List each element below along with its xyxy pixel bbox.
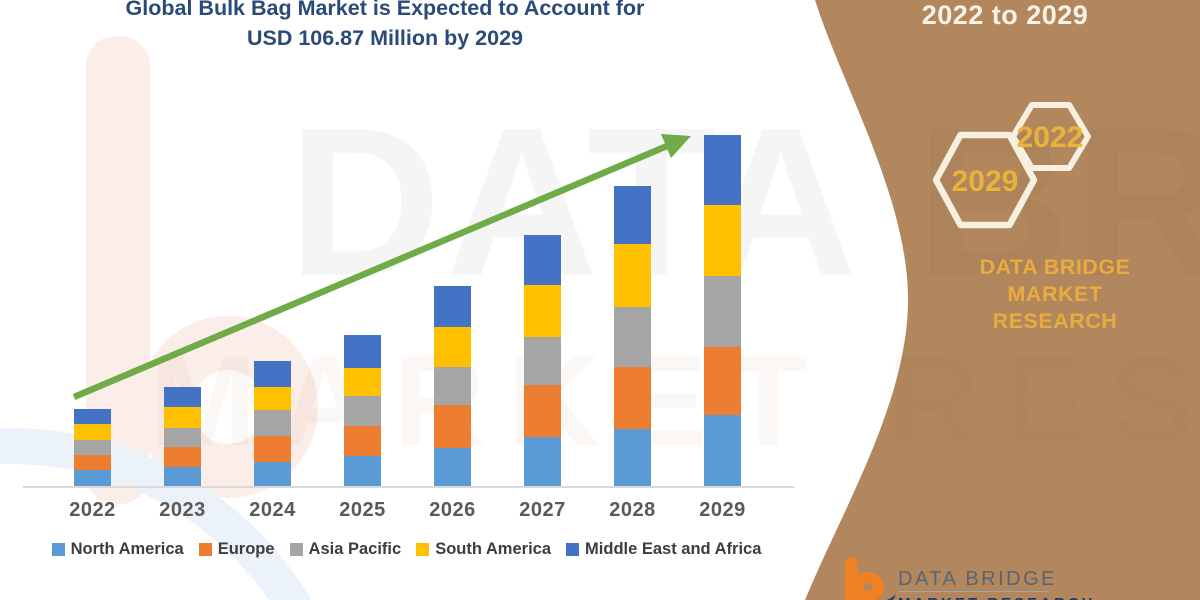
bar-segment-2028-middle-east-and-africa <box>614 186 651 244</box>
bar-segment-2029-middle-east-and-africa <box>704 134 741 206</box>
bar-segment-2025-europe <box>344 426 381 457</box>
legend-swatch-icon <box>289 543 303 556</box>
bar-segment-2029-europe <box>704 347 741 416</box>
bar-segment-2025-middle-east-and-africa <box>344 335 381 368</box>
bar-segment-2022-north-america <box>74 470 111 487</box>
bar-segment-2029-south-america <box>704 205 741 276</box>
bar-segment-2028-south-america <box>614 243 651 308</box>
bar-segment-2027-middle-east-and-africa <box>524 235 561 286</box>
bar-segment-2023-middle-east-and-africa <box>164 386 201 408</box>
bar-segment-2022-middle-east-and-africa <box>74 409 111 425</box>
stacked-bar-plot: 2022 2023 2024 2025 2026 2027 2028 2029 <box>23 120 794 521</box>
bar-segment-2024-asia-pacific <box>254 409 291 436</box>
legend-item-asia-pacific: Asia Pacific <box>289 540 402 559</box>
legend-label: North America <box>70 540 184 558</box>
bar-segment-2027-south-america <box>524 285 561 337</box>
logo-b-bowl-icon <box>852 572 884 600</box>
chart-legend: North America Europe Asia Pacific South Ame… <box>25 540 788 559</box>
panel-brand-line2: RESEARCH <box>992 309 1118 333</box>
bar-segment-2024-south-america <box>254 386 291 410</box>
bar-segment-2024-north-america <box>254 461 291 487</box>
bar-segment-2025-asia-pacific <box>344 396 381 427</box>
legend-label: South America <box>435 540 552 558</box>
x-axis-label-2022: 2022 <box>69 499 116 521</box>
stacked-bar-2025 <box>344 335 381 487</box>
bar-segment-2026-south-america <box>434 327 471 368</box>
bar-segment-2024-middle-east-and-africa <box>254 360 291 387</box>
bar-segment-2022-europe <box>74 454 111 471</box>
legend-item-europe: Europe <box>198 540 275 559</box>
bar-segment-2029-asia-pacific <box>704 275 741 348</box>
chart-title-line1: Global Bulk Bag Market is Expected to Ac… <box>125 0 645 20</box>
bar-segment-2022-asia-pacific <box>74 439 111 455</box>
legend-swatch-icon <box>416 543 430 556</box>
bar-segment-2023-europe <box>164 446 201 467</box>
bar-segment-2029-north-america <box>704 415 741 487</box>
footer-brand-underline <box>898 591 1048 592</box>
bar-segment-2022-south-america <box>74 424 111 440</box>
bar-segment-2023-south-america <box>164 407 201 429</box>
bar-segment-2023-north-america <box>164 466 201 487</box>
legend-item-middle-east-and-africa: Middle East and Africa <box>566 540 761 559</box>
right-panel-background <box>805 0 1200 600</box>
panel-brand-line1: DATA BRIDGE MARKET <box>979 255 1131 306</box>
bar-segment-2028-europe <box>614 367 651 429</box>
bar-segment-2026-north-america <box>434 448 471 487</box>
stacked-bar-2026 <box>434 286 471 487</box>
x-axis-label-2025: 2025 <box>339 499 386 521</box>
stacked-bar-2027 <box>524 235 561 487</box>
legend-swatch-icon <box>198 543 212 556</box>
stacked-bar-2028 <box>614 186 651 487</box>
stacked-bar-2029 <box>704 134 741 487</box>
x-axis-label-2029: 2029 <box>699 499 746 521</box>
stacked-bar-2024 <box>254 360 291 487</box>
bar-segment-2025-north-america <box>344 456 381 487</box>
bar-segment-2026-asia-pacific <box>434 367 471 406</box>
legend-label: Middle East and Africa <box>585 540 762 558</box>
bar-segment-2025-south-america <box>344 367 381 397</box>
bar-segment-2023-asia-pacific <box>164 428 201 447</box>
bar-segment-2026-middle-east-and-africa <box>434 286 471 328</box>
bar-segment-2028-north-america <box>614 428 651 487</box>
bar-segment-2024-europe <box>254 435 291 462</box>
stacked-bar-2023 <box>164 386 201 487</box>
bar-segment-2027-asia-pacific <box>524 336 561 386</box>
legend-label: Asia Pacific <box>308 540 402 558</box>
stacked-bar-2022 <box>74 409 111 487</box>
panel-brand-text: DATA BRIDGE MARKET RESEARCH <box>930 254 1180 335</box>
footer-brand-subtitle: MARKET RESEARCH <box>898 595 1096 600</box>
bar-segment-2028-asia-pacific <box>614 307 651 368</box>
forecast-period-label: 2022 to 2029 <box>921 0 1089 30</box>
footer-logo: DATA BRIDGE MARKET RESEARCH <box>828 552 1093 600</box>
legend-item-south-america: South America <box>416 540 551 559</box>
bar-segment-2027-europe <box>524 385 561 437</box>
legend-swatch-icon <box>566 543 580 556</box>
x-axis-label-2028: 2028 <box>609 499 656 521</box>
bar-segment-2027-north-america <box>524 436 561 487</box>
footer-brand-name: DATA BRIDGE <box>898 568 1058 590</box>
bar-segment-2026-europe <box>434 405 471 449</box>
legend-label: Europe <box>217 540 275 558</box>
chart-title-line2: USD 106.87 Million by 2029 <box>246 26 524 50</box>
x-axis-label-2027: 2027 <box>519 499 566 521</box>
x-axis-label-2026: 2026 <box>429 499 476 521</box>
x-axis-label-2023: 2023 <box>159 499 206 521</box>
legend-swatch-icon <box>51 543 65 556</box>
legend-item-north-america: North America <box>51 540 184 559</box>
x-axis-label-2024: 2024 <box>249 499 296 521</box>
chart-title: Global Bulk Bag Market is Expected to Ac… <box>110 0 660 53</box>
